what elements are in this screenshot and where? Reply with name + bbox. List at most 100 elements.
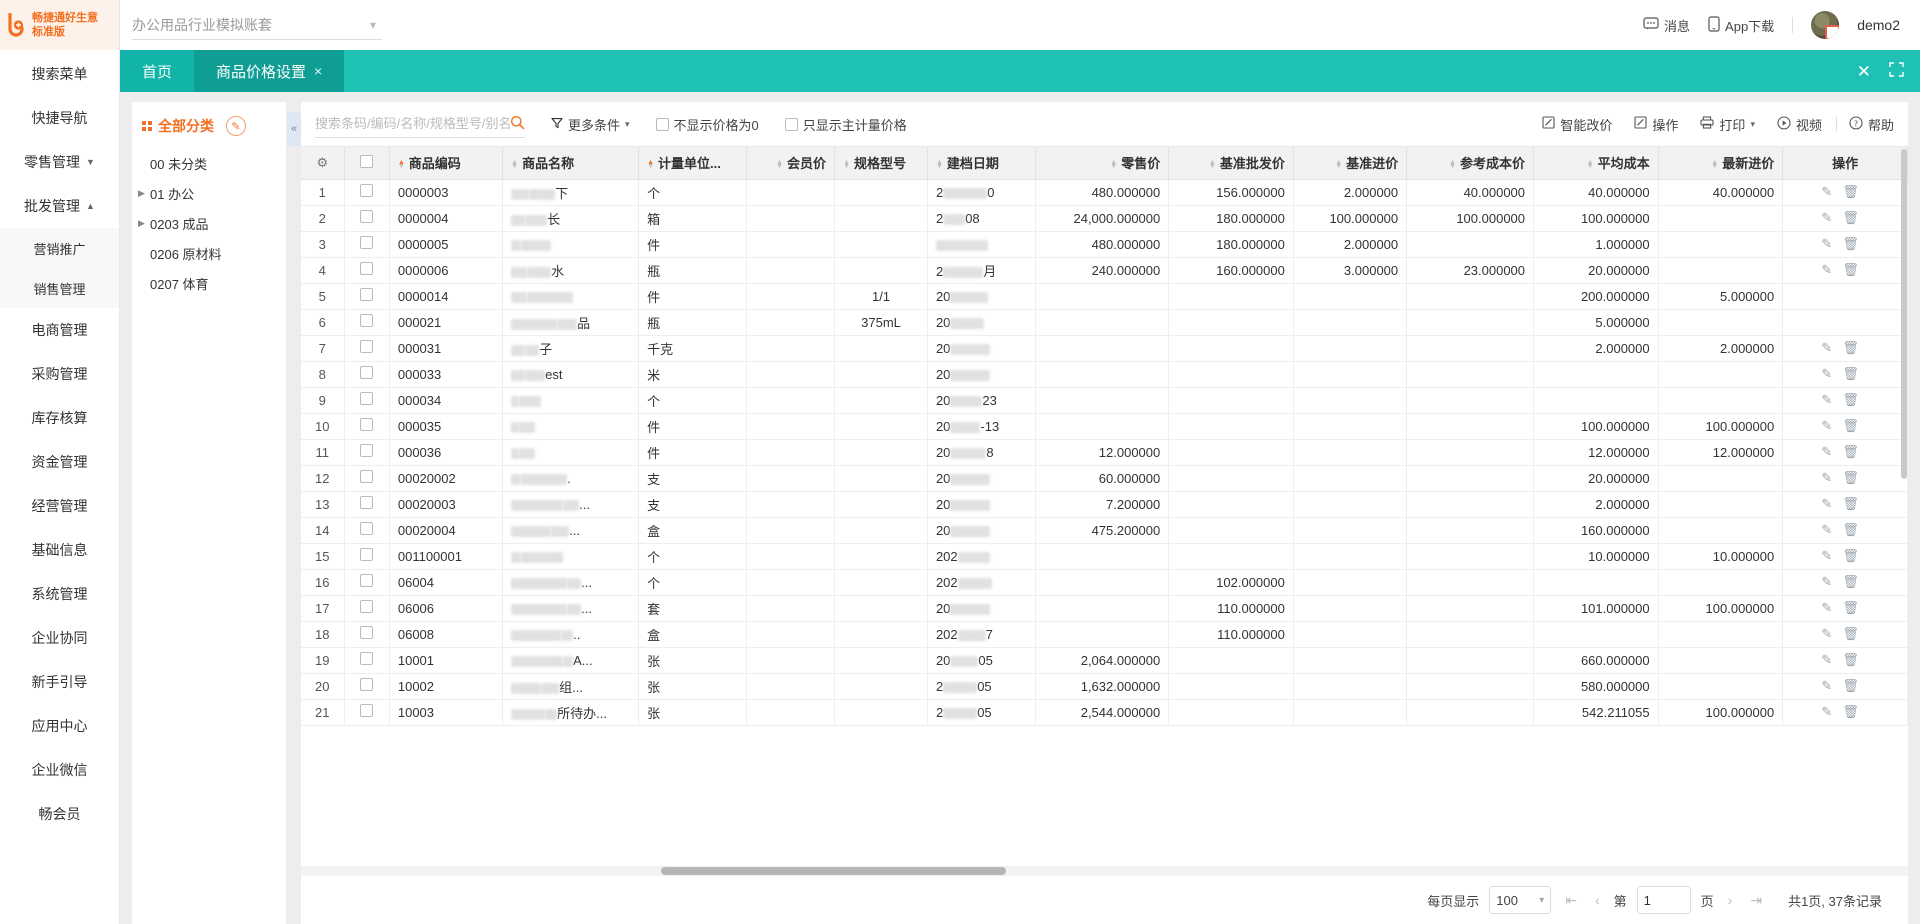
row-checkbox[interactable]	[360, 418, 374, 431]
cell-checkbox[interactable]	[344, 335, 390, 362]
table-row[interactable]: 14 00020004... 盒 20 475.200000 160.000000 ✎ 🗑	[301, 517, 1908, 544]
cell-checkbox[interactable]	[344, 257, 390, 284]
cell-operations[interactable]: ✎ 🗑	[1782, 543, 1908, 570]
copy-edit-icon[interactable]: ✎	[1821, 262, 1833, 277]
table-row[interactable]: 13 00020003... 支 20 7.200000 2.000000 ✎ 🗑	[301, 491, 1908, 518]
tree-node-3[interactable]: 0206 原材料	[132, 238, 286, 268]
table-row[interactable]: 17 06006... 套 20 110.000000 101.000000 100.000…	[301, 595, 1908, 622]
search-icon[interactable]	[510, 115, 525, 133]
cell-operations[interactable]: ✎ 🗑	[1782, 491, 1908, 518]
delete-icon[interactable]: 🗑	[1842, 626, 1859, 641]
sidebar-item-1[interactable]: 快捷导航	[0, 96, 119, 140]
row-checkbox[interactable]	[360, 210, 374, 223]
delete-icon[interactable]: 🗑	[1842, 210, 1859, 225]
tab-0[interactable]: 首页	[120, 50, 195, 92]
row-checkbox[interactable]	[360, 652, 374, 665]
row-checkbox[interactable]	[360, 314, 374, 327]
delete-icon[interactable]: 🗑	[1842, 470, 1859, 485]
cell-operations[interactable]: ✎ 🗑	[1782, 413, 1908, 440]
cell-operations[interactable]: ✎ 🗑	[1782, 205, 1908, 232]
copy-edit-icon[interactable]: ✎	[1821, 574, 1833, 589]
sort-arrows-icon[interactable]: ▲ ▼	[1586, 158, 1594, 170]
cell-operations[interactable]: ✎ 🗑	[1782, 231, 1908, 258]
cell-operations[interactable]: ✎ 🗑	[1782, 335, 1908, 362]
hide-zero-price-checkbox[interactable]: 不显示价格为0	[655, 115, 759, 134]
video-button[interactable]: 视频	[1777, 115, 1822, 134]
tree-node-2[interactable]: ▶ 0203 成品	[132, 208, 286, 238]
copy-edit-icon[interactable]: ✎	[1821, 366, 1833, 381]
column-header-base_wholesale[interactable]: ▲ ▼ 基准批发价	[1168, 147, 1294, 180]
delete-icon[interactable]: 🗑	[1842, 652, 1859, 667]
delete-icon[interactable]: 🗑	[1842, 574, 1859, 589]
copy-edit-icon[interactable]: ✎	[1821, 600, 1833, 615]
sidebar-item-3[interactable]: 批发管理 ▲	[0, 184, 119, 228]
cell-checkbox[interactable]	[344, 543, 390, 570]
cell-operations[interactable]: ✎ 🗑	[1782, 257, 1908, 284]
table-row[interactable]: 21 10003 所待办... 张 2 05 2,544.000000 542.211055 1…	[301, 699, 1908, 726]
delete-icon[interactable]: 🗑	[1842, 496, 1859, 511]
cell-operations[interactable]: ✎ 🗑	[1782, 517, 1908, 544]
sort-arrows-icon[interactable]: ▲ ▼	[1110, 158, 1118, 170]
cell-checkbox[interactable]	[344, 465, 390, 492]
last-page-icon[interactable]: ⇥	[1750, 891, 1763, 908]
cell-checkbox[interactable]	[344, 413, 390, 440]
copy-edit-icon[interactable]: ✎	[1821, 392, 1833, 407]
row-checkbox[interactable]	[360, 340, 374, 353]
edit-icon[interactable]: ✎	[226, 116, 246, 136]
sidebar-item-17[interactable]: 畅会员	[0, 792, 119, 836]
cell-checkbox[interactable]	[344, 595, 390, 622]
delete-icon[interactable]: 🗑	[1842, 522, 1859, 537]
delete-icon[interactable]: 🗑	[1842, 262, 1859, 277]
sidebar-item-11[interactable]: 基础信息	[0, 528, 119, 572]
cell-checkbox[interactable]	[344, 569, 390, 596]
copy-edit-icon[interactable]: ✎	[1821, 652, 1833, 667]
horizontal-scrollbar[interactable]	[301, 866, 1908, 876]
select-all-checkbox[interactable]	[360, 154, 374, 168]
table-row[interactable]: 19 10001 A... 张 20 05 2,064.000000 660.000000 ✎ 🗑	[301, 647, 1908, 674]
table-row[interactable]: 5 0000014 件 1/1 20 200.000000 5.000000	[301, 283, 1908, 310]
sort-arrows-icon[interactable]: ▲ ▼	[843, 158, 850, 170]
row-checkbox[interactable]	[360, 288, 374, 301]
expand-arrow-icon[interactable]: ▶	[138, 187, 145, 198]
column-header-ref_cost[interactable]: ▲ ▼ 参考成本价	[1406, 147, 1535, 180]
table-row[interactable]: 3 0000005 件 480.000000 180.000000 2.000000 1.0…	[301, 231, 1908, 258]
row-checkbox[interactable]	[360, 704, 374, 717]
row-checkbox[interactable]	[360, 522, 374, 535]
row-checkbox[interactable]	[360, 600, 374, 613]
row-checkbox[interactable]	[360, 392, 374, 405]
sort-arrows-icon[interactable]: ▲ ▼	[1449, 158, 1456, 170]
copy-edit-icon[interactable]: ✎	[1821, 444, 1833, 459]
brand-logo-area[interactable]: 畅捷通好生意 标准版	[0, 0, 119, 50]
sidebar-item-10[interactable]: 经营管理	[0, 484, 119, 528]
sort-arrows-icon[interactable]: ▲ ▼	[776, 158, 784, 170]
row-checkbox[interactable]	[360, 262, 374, 275]
cell-checkbox[interactable]	[344, 179, 390, 206]
close-icon[interactable]: ×	[314, 63, 323, 79]
table-row[interactable]: 4 0000006 水瓶 2 月 240.000000 160.000000 3.000000…	[301, 257, 1908, 284]
copy-edit-icon[interactable]: ✎	[1821, 704, 1833, 719]
search-box[interactable]	[315, 110, 525, 138]
collapse-left-icon[interactable]: «	[287, 112, 301, 146]
per-page-select[interactable]: 100 ▾	[1489, 886, 1552, 914]
print-button[interactable]: 打印 ▾	[1700, 115, 1755, 134]
sort-arrows-icon[interactable]: ▲ ▼	[647, 158, 655, 170]
delete-icon[interactable]: 🗑	[1842, 444, 1859, 459]
column-header-create_date[interactable]: ▲ ▼ 建档日期	[927, 147, 1036, 180]
cell-checkbox[interactable]	[344, 387, 390, 414]
sidebar-item-5[interactable]: 销售管理	[0, 268, 119, 308]
cell-checkbox[interactable]	[344, 673, 390, 700]
tree-node-1[interactable]: ▶ 01 办公	[132, 178, 286, 208]
gear-icon[interactable]: ⚙	[316, 154, 329, 170]
table-row[interactable]: 16 06004... 个 202 102.000000 ✎ 🗑	[301, 569, 1908, 596]
sidebar-item-14[interactable]: 新手引导	[0, 660, 119, 704]
sidebar-item-9[interactable]: 资金管理	[0, 440, 119, 484]
first-page-icon[interactable]: ⇤	[1565, 891, 1577, 908]
table-row[interactable]: 11 000036 件 20 8 12.000000 12.000000 12.000000 ✎…	[301, 439, 1908, 466]
fullscreen-icon[interactable]	[1889, 62, 1904, 80]
row-checkbox[interactable]	[360, 678, 374, 691]
prev-page-icon[interactable]: ‹	[1594, 892, 1600, 908]
tab-1[interactable]: 商品价格设置 ×	[194, 50, 345, 92]
cell-checkbox[interactable]	[344, 205, 390, 232]
sidebar-item-13[interactable]: 企业协同	[0, 616, 119, 660]
operation-button[interactable]: 操作	[1634, 115, 1678, 134]
